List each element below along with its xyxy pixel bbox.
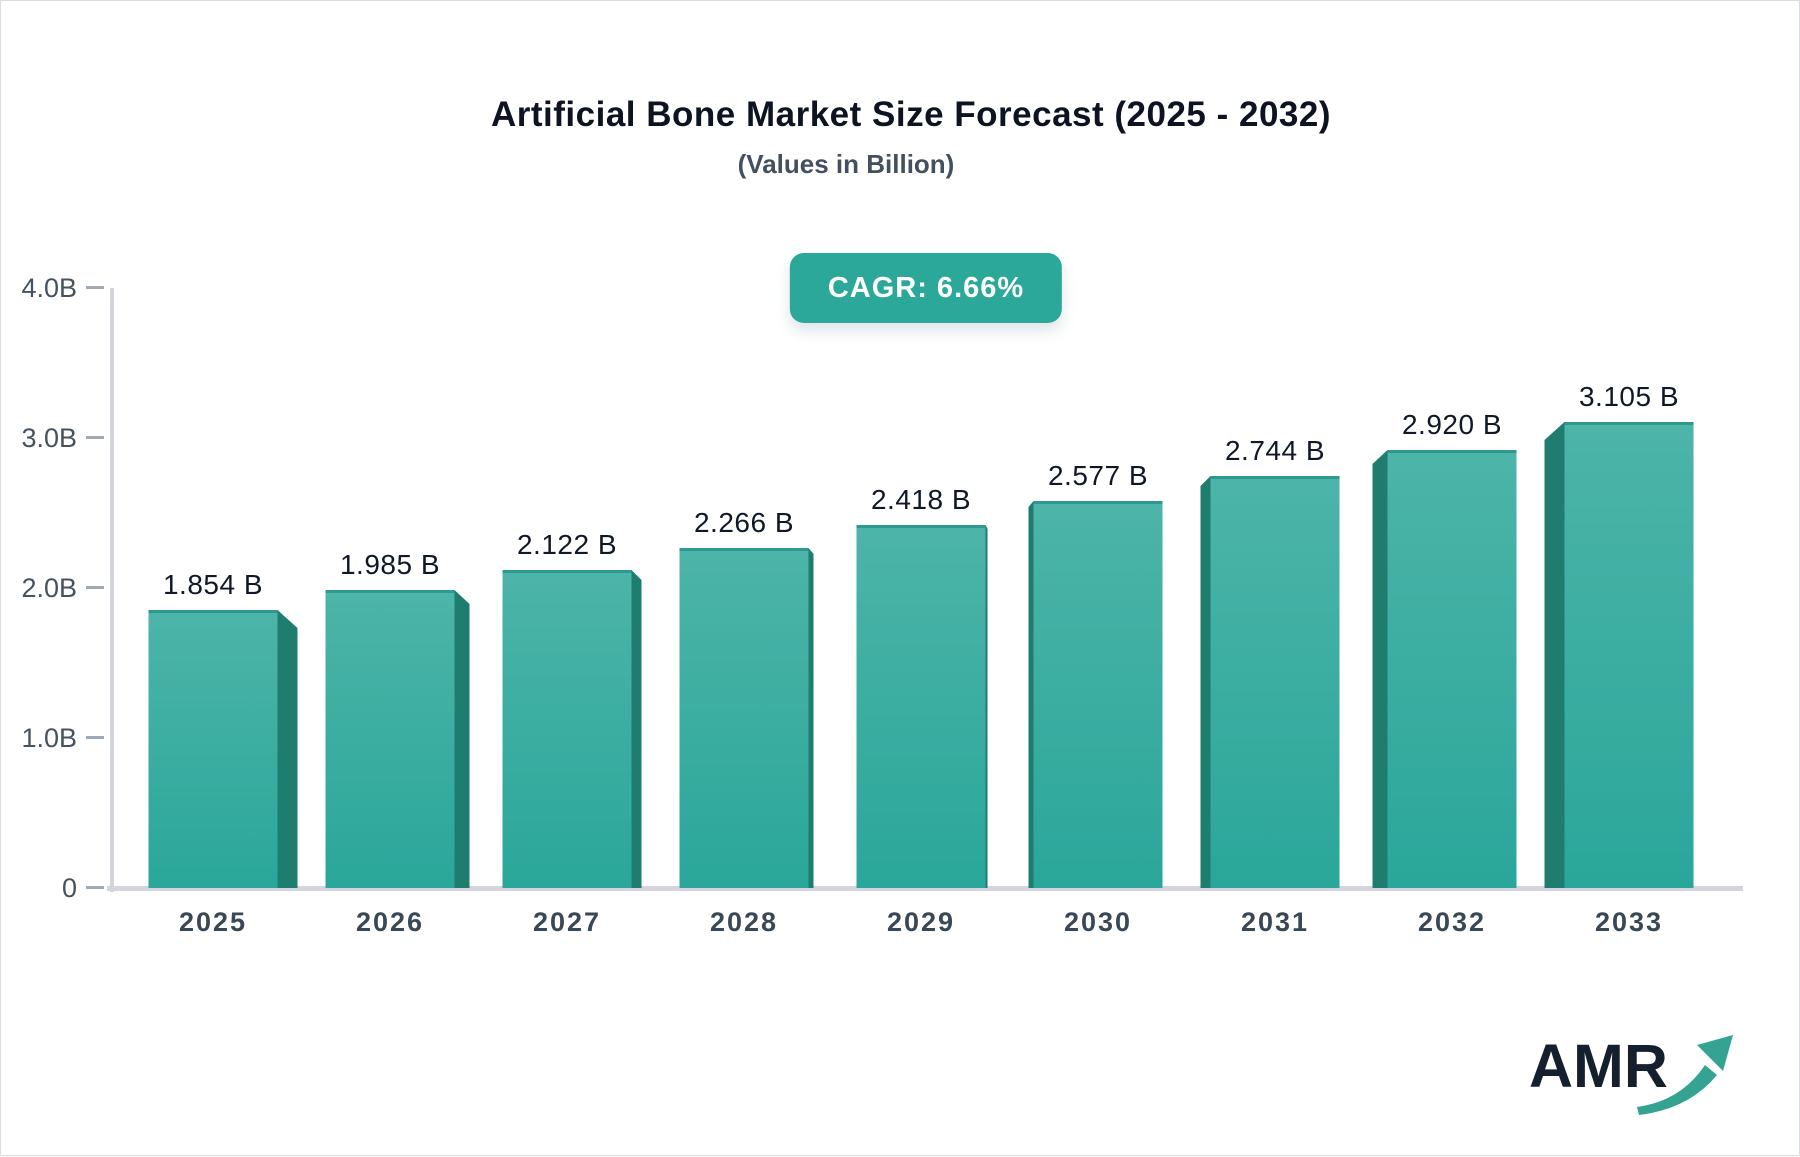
y-axis-tick xyxy=(86,436,104,439)
bar-2029 xyxy=(856,525,986,888)
bar-top-edge-2027 xyxy=(502,570,632,573)
bar-value-label-2026: 1.985 B xyxy=(340,549,440,580)
trend-up-arrow-icon xyxy=(1637,1035,1733,1115)
x-axis-label-2032: 2032 xyxy=(1418,907,1486,937)
amr-logo-text: AMR xyxy=(1529,1032,1668,1100)
cagr-badge: CAGR: 6.66% xyxy=(789,253,1063,323)
y-axis-tick-label: 3.0B xyxy=(21,423,77,453)
chart-title: Artificial Bone Market Size Forecast (20… xyxy=(490,95,1332,134)
bar-2031 xyxy=(1210,476,1340,888)
y-axis-tick-label: 0 xyxy=(62,873,77,903)
bar-side-2032 xyxy=(1372,450,1388,888)
bar-value-label-2032: 2.920 B xyxy=(1402,409,1502,440)
x-axis-label-2027: 2027 xyxy=(533,907,601,937)
bar-top-edge-2030 xyxy=(1033,501,1163,504)
y-axis-tick-label: 2.0B xyxy=(21,573,77,603)
x-axis-label-2030: 2030 xyxy=(1064,907,1132,937)
bar-value-label-2031: 2.744 B xyxy=(1225,435,1325,466)
bar-2027 xyxy=(502,570,632,888)
bar-top-edge-2026 xyxy=(325,590,455,593)
bar-top-edge-2032 xyxy=(1387,450,1517,453)
x-axis-line xyxy=(107,886,1743,891)
chart-subtitle: (Values in Billion) xyxy=(737,149,955,179)
bar-top-edge-2033 xyxy=(1564,422,1694,425)
x-axis-label-2028: 2028 xyxy=(710,907,778,937)
amr-logo: AMR xyxy=(1529,1033,1739,1119)
bar-value-label-2033: 3.105 B xyxy=(1579,381,1679,412)
x-axis-label-2031: 2031 xyxy=(1241,907,1309,937)
y-axis-tick xyxy=(86,736,104,739)
bar-side-2028 xyxy=(808,548,814,888)
x-axis-label-2025: 2025 xyxy=(179,907,247,937)
x-axis-label-2029: 2029 xyxy=(887,907,955,937)
bar-top-edge-2025 xyxy=(148,610,278,613)
bar-value-label-2027: 2.122 B xyxy=(517,529,617,560)
x-axis-label-2033: 2033 xyxy=(1595,907,1663,937)
bar-side-2033 xyxy=(1544,422,1565,888)
bar-2030 xyxy=(1033,501,1163,888)
bar-side-2025 xyxy=(277,610,298,888)
bar-top-edge-2028 xyxy=(679,548,809,551)
bar-2033 xyxy=(1564,422,1694,888)
bar-top-edge-2029 xyxy=(856,525,986,528)
bar-value-label-2025: 1.854 B xyxy=(163,569,263,600)
bar-2028 xyxy=(679,548,809,888)
y-axis-line xyxy=(110,288,114,892)
bar-2025 xyxy=(148,610,278,888)
bar-side-2029 xyxy=(985,525,988,888)
bar-value-label-2028: 2.266 B xyxy=(694,507,794,538)
y-axis-tick xyxy=(86,886,104,889)
x-axis-label-2026: 2026 xyxy=(356,907,424,937)
bar-side-2026 xyxy=(454,590,470,888)
y-axis-tick xyxy=(86,586,104,589)
y-axis-tick-label: 1.0B xyxy=(21,723,77,753)
y-axis-tick xyxy=(86,286,104,289)
bar-2032 xyxy=(1387,450,1517,888)
bar-2026 xyxy=(325,590,455,888)
bar-side-2030 xyxy=(1028,501,1034,888)
bar-side-2027 xyxy=(631,570,642,888)
bar-side-2031 xyxy=(1200,476,1211,888)
y-axis-tick-label: 4.0B xyxy=(21,273,77,303)
bar-value-label-2030: 2.577 B xyxy=(1048,460,1148,491)
bar-value-label-2029: 2.418 B xyxy=(871,484,971,515)
bar-top-edge-2031 xyxy=(1210,476,1340,479)
